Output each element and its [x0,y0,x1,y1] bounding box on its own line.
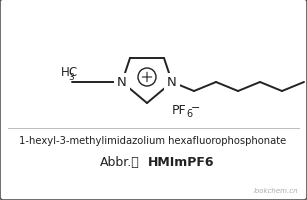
Text: C: C [69,66,77,79]
Text: H: H [61,66,70,79]
Text: HMImPF6: HMImPF6 [148,156,215,169]
Text: N: N [167,76,177,89]
Text: PF: PF [172,104,187,117]
Text: −: − [191,102,200,112]
Text: Abbr.：: Abbr.： [100,156,140,169]
Text: 3: 3 [68,73,74,82]
Text: N: N [117,76,127,89]
Text: 1-hexyl-3-methylimidazolium hexafluorophosphonate: 1-hexyl-3-methylimidazolium hexafluoroph… [19,135,287,145]
Text: lookchem.cn: lookchem.cn [253,187,298,193]
Text: 6: 6 [186,108,192,118]
